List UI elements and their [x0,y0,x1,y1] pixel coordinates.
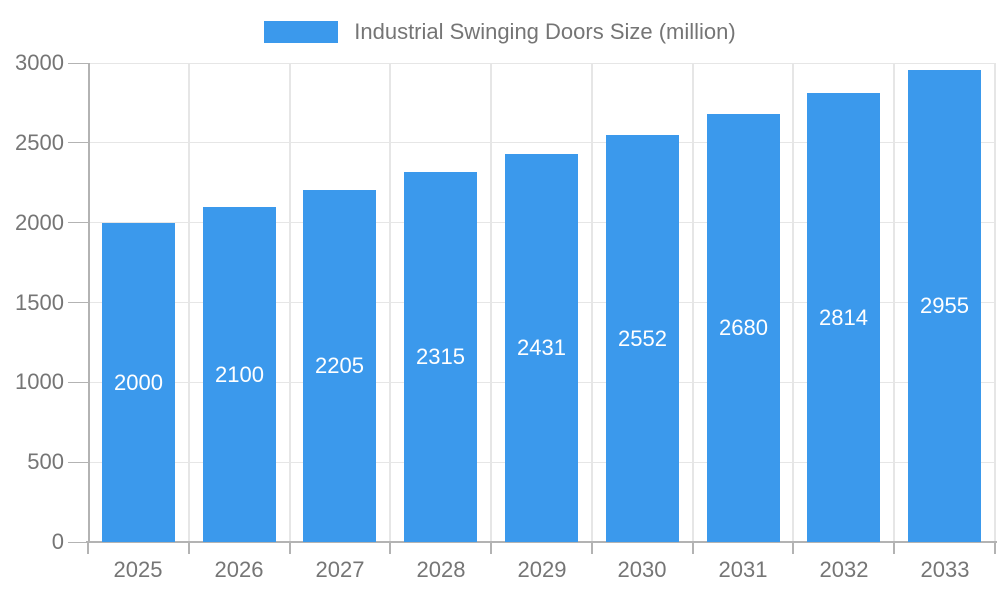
y-axis-label: 3000 [15,50,64,75]
v-gridline [490,63,493,542]
x-axis-label: 2026 [214,557,264,582]
y-axis-label: 1000 [15,369,64,395]
v-gridline [893,63,896,542]
x-axis-label: 2030 [617,557,667,582]
x-axis-label: 2027 [315,557,365,582]
bar-2031[interactable]: 2680 [707,114,780,542]
x-axis-tick [288,542,291,554]
x-axis-label: 2031 [718,557,768,582]
y-axis-tick [68,381,88,383]
y-axis-label: 500 [27,449,64,475]
x-axis-label: 2033 [920,557,970,582]
y-axis-tick [68,62,88,64]
y-axis-tick [68,222,88,224]
x-axis-tick [994,542,996,554]
bar-2032[interactable]: 2814 [807,93,880,542]
v-gridline [691,63,694,542]
v-gridline [590,63,593,542]
bar-value-label: 2100 [215,361,264,387]
x-axis-tick [792,542,795,554]
x-axis-tick [893,542,896,554]
bar-value-label: 2431 [517,335,566,360]
x-axis-line [86,541,997,543]
x-axis-tick [389,542,392,554]
bar-value-label: 2814 [819,304,868,330]
y-axis-label: 0 [51,529,64,554]
bar-value-label: 2205 [315,353,364,378]
x-axis-label: 2028 [416,557,466,582]
y-axis: 0 500 1000 1500 2000 2500 3000 [0,50,64,554]
y-axis-tick [68,302,88,303]
bar-value-label: 2680 [719,315,768,340]
y-axis-label: 2500 [15,129,64,155]
x-axis-label: 2029 [517,557,567,582]
v-gridline [288,63,291,542]
bar-value-label: 2315 [416,344,465,369]
bar-2033[interactable]: 2955 [908,70,981,542]
x-axis: 2025 2026 2027 2028 2029 2030 2031 2032 2033 [88,542,995,587]
v-gridline [994,63,996,542]
x-axis-tick [87,542,89,554]
bar-2026[interactable]: 2100 [203,207,276,542]
y-axis-tick [68,461,88,463]
plot-area: 2000 2100 2205 2315 2431 2552 2680 2814 2955 [68,62,997,554]
x-axis-label: 2025 [113,557,163,582]
v-gridline [187,63,190,542]
x-axis-label: 2032 [819,557,869,582]
legend-label: Industrial Swinging Doors Size (million) [354,19,736,44]
bar-2029[interactable]: 2431 [505,154,578,542]
x-axis-tick [490,542,493,554]
bar-2025[interactable]: 2000 [102,223,175,542]
x-axis-tick [590,542,593,554]
y-axis-label: 2000 [15,209,64,235]
bar-value-label: 2000 [114,369,163,395]
legend: Industrial Swinging Doors Size (million) [0,14,1000,50]
v-gridline [792,63,795,542]
x-axis-tick [187,542,190,554]
bar-2028[interactable]: 2315 [404,172,477,542]
legend-swatch [264,21,339,43]
y-axis-label: 1500 [15,289,64,315]
h-gridline [88,62,995,64]
bar-value-label: 2552 [618,325,667,351]
y-axis-line [88,63,90,542]
v-gridline [389,63,392,542]
y-axis-tick [68,142,88,144]
x-axis-tick [691,542,694,554]
y-axis-tick [68,541,88,543]
h-gridline [88,142,995,144]
bar-2030[interactable]: 2552 [606,135,679,542]
bar-2027[interactable]: 2205 [303,190,376,542]
bar-value-label: 2955 [920,293,969,318]
